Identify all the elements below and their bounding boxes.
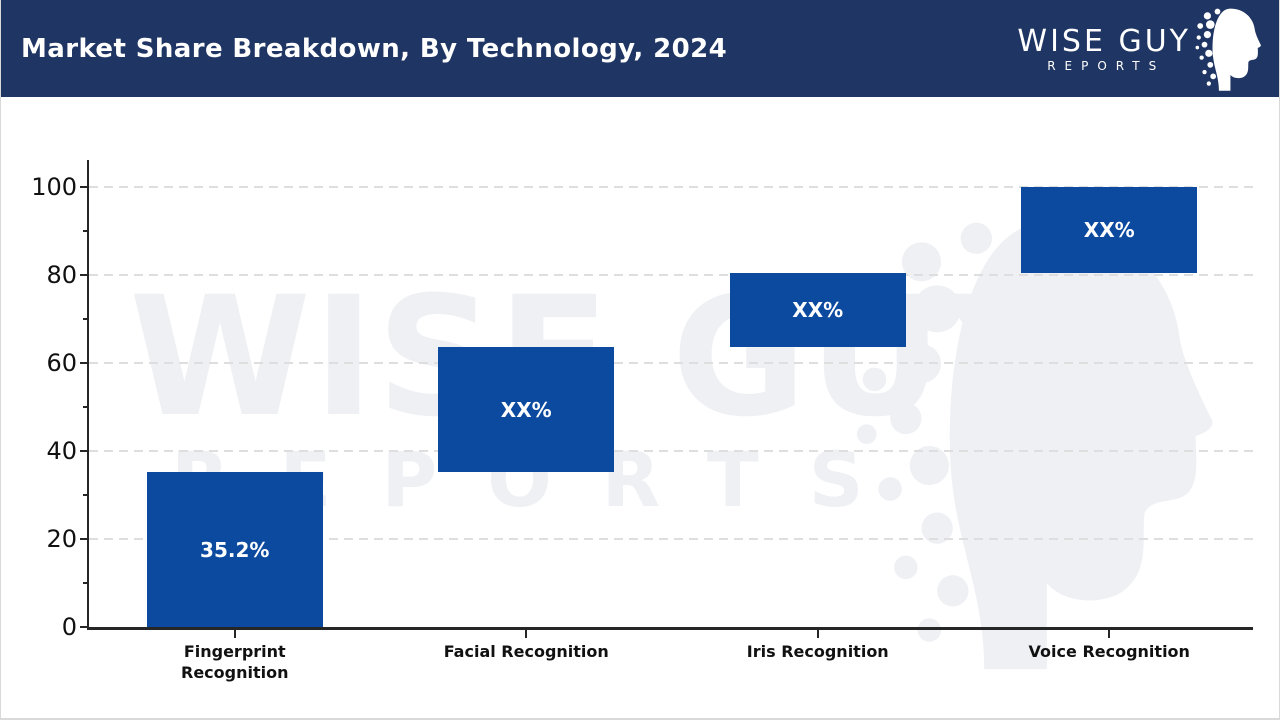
bar <box>729 272 906 348</box>
y-minor-tick <box>83 582 87 584</box>
y-gridline <box>89 362 1259 364</box>
logo-line2: REPORTS <box>1047 58 1166 73</box>
logo-line1: WISE GUY <box>1017 23 1191 59</box>
y-major-tick <box>80 362 87 364</box>
y-major-tick <box>80 274 87 276</box>
x-tick <box>525 630 528 638</box>
y-minor-tick <box>83 406 87 408</box>
header-bar: Market Share Breakdown, By Technology, 2… <box>1 0 1279 97</box>
y-major-tick <box>80 538 87 540</box>
y-tick-label: 0 <box>61 613 77 641</box>
x-tick <box>1108 630 1111 638</box>
y-gridline <box>89 186 1259 188</box>
y-gridline <box>89 538 1259 540</box>
y-tick-label: 20 <box>46 525 77 553</box>
y-tick-label: 80 <box>46 261 77 289</box>
y-minor-tick <box>83 494 87 496</box>
bar-value-label: XX% <box>792 297 844 322</box>
x-category-label: Fingerprint Recognition <box>181 642 289 683</box>
y-major-tick <box>80 186 87 188</box>
y-gridline <box>89 450 1259 452</box>
x-category-label: Iris Recognition <box>746 642 889 661</box>
chart-area: WISE GUY REPORTS 0 20 40 60 80 100 35.2% Finger… <box>1 97 1279 720</box>
bar <box>1021 187 1198 273</box>
x-category-label: Voice Recognition <box>1028 642 1190 661</box>
bar-value-label: XX% <box>500 397 552 422</box>
y-major-tick <box>80 450 87 452</box>
x-tick <box>816 630 819 638</box>
y-major-tick <box>80 626 87 628</box>
bar-value-label: XX% <box>1083 217 1135 242</box>
bar-value-label: 35.2% <box>200 537 270 562</box>
x-tick <box>233 630 236 638</box>
wiseguy-logo-wordmark: WISE GUY REPORTS <box>1017 25 1191 73</box>
y-minor-tick <box>83 230 87 232</box>
y-tick-label: 100 <box>31 173 77 201</box>
bar <box>146 472 323 627</box>
y-minor-tick <box>83 318 87 320</box>
x-category-label: Facial Recognition <box>443 642 609 661</box>
y-tick-label: 40 <box>46 437 77 465</box>
y-tick-label: 60 <box>46 349 77 377</box>
bar <box>438 347 615 473</box>
y-gridline <box>89 274 1259 276</box>
chart-title: Market Share Breakdown, By Technology, 2… <box>21 33 728 64</box>
x-axis <box>87 627 1253 630</box>
wiseguy-logo: WISE GUY REPORTS <box>1017 5 1265 93</box>
wiseguy-head-icon <box>1193 5 1265 93</box>
y-axis <box>87 160 89 627</box>
